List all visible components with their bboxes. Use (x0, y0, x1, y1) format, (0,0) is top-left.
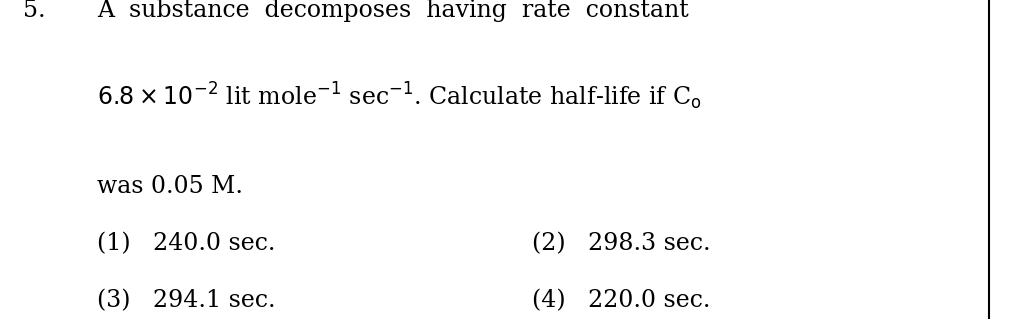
Text: was 0.05 M.: was 0.05 M. (97, 175, 244, 198)
Text: (3)   294.1 sec.: (3) 294.1 sec. (97, 290, 275, 313)
Text: (4)   220.0 sec.: (4) 220.0 sec. (532, 290, 711, 313)
Text: (2)   298.3 sec.: (2) 298.3 sec. (532, 232, 711, 255)
Text: A  substance  decomposes  having  rate  constant: A substance decomposes having rate const… (97, 0, 689, 22)
Text: (1)   240.0 sec.: (1) 240.0 sec. (97, 232, 275, 255)
Text: $6.8 \times 10^{-2}$ lit mole$^{-1}$ sec$^{-1}$. Calculate half-life if C$_{\mat: $6.8 \times 10^{-2}$ lit mole$^{-1}$ sec… (97, 80, 701, 112)
Text: 5.: 5. (23, 0, 45, 22)
